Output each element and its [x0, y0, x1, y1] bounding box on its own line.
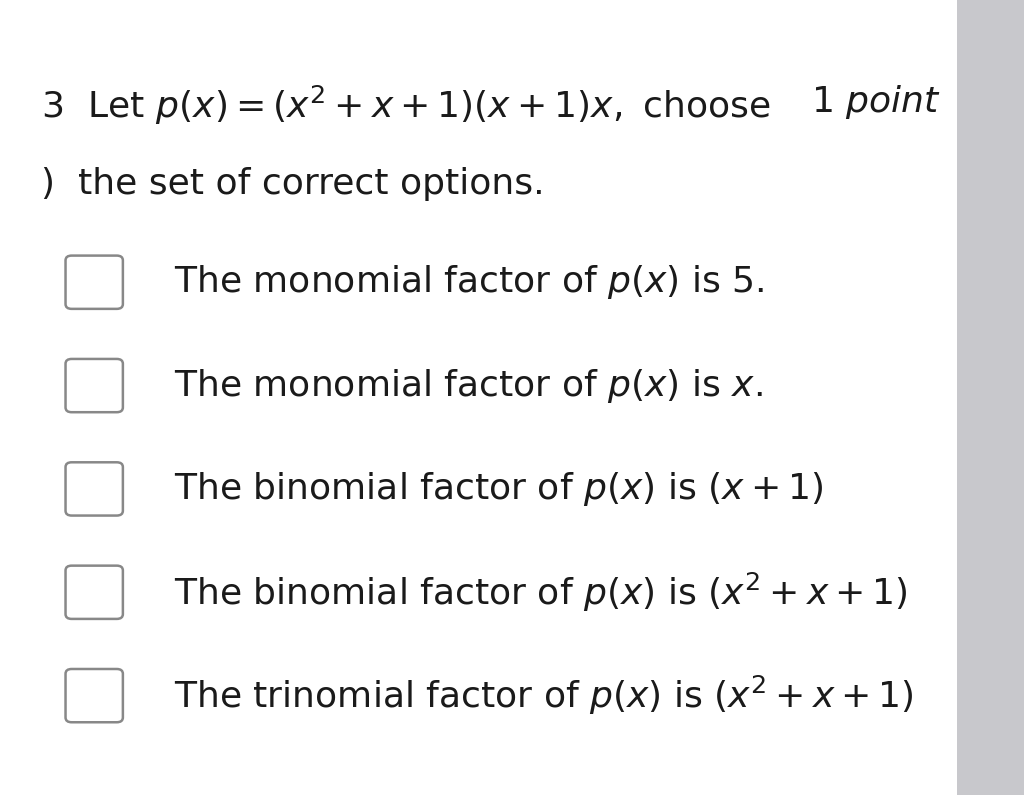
Text: The monomial factor of $p(x)$ is $5$.: The monomial factor of $p(x)$ is $5$.: [174, 263, 765, 301]
Bar: [957, 0, 1024, 795]
Text: The trinomial factor of $p(x)$ is $(x^2+x+1)$: The trinomial factor of $p(x)$ is $(x^2+…: [174, 674, 914, 717]
Text: The binomial factor of $p(x)$ is $(x^2+x+1)$: The binomial factor of $p(x)$ is $(x^2+x…: [174, 571, 908, 614]
Text: The binomial factor of $p(x)$ is $(x+1)$: The binomial factor of $p(x)$ is $(x+1)$: [174, 470, 823, 508]
Text: $\bf{\it{1\ point}}$: $\bf{\it{1\ point}}$: [811, 83, 941, 122]
Text: $\mathregular{3\ \ Let\ }p(x)=(x^2+x+1)(x+1)x\mathregular{,\ choose\ \ }$: $\mathregular{3\ \ Let\ }p(x)=(x^2+x+1)(…: [41, 83, 770, 126]
Text: )  the set of correct options.: ) the set of correct options.: [41, 167, 545, 201]
FancyBboxPatch shape: [0, 0, 957, 795]
Text: The monomial factor of $p(x)$ is $x$.: The monomial factor of $p(x)$ is $x$.: [174, 366, 763, 405]
